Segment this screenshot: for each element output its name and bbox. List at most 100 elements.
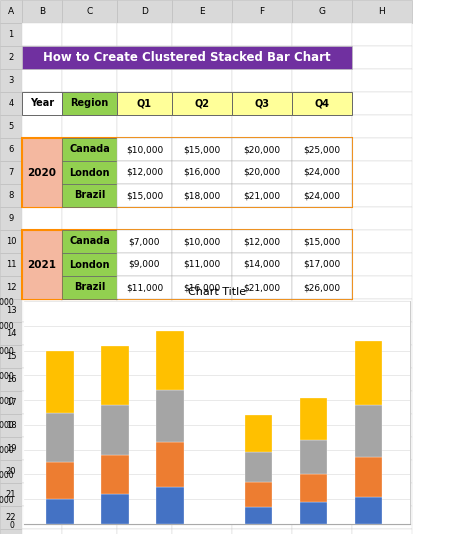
- Text: $25,000: $25,000: [303, 145, 340, 154]
- Bar: [62, 322, 117, 345]
- Text: 2021: 2021: [27, 260, 56, 270]
- Bar: [22, 253, 62, 276]
- Bar: [355, 341, 383, 405]
- Bar: [172, 184, 232, 207]
- Bar: [172, 138, 232, 161]
- Bar: [292, 69, 352, 92]
- Bar: [300, 474, 327, 502]
- Bar: [172, 69, 232, 92]
- Bar: [117, 253, 172, 276]
- Bar: [22, 460, 62, 483]
- Bar: [352, 230, 412, 253]
- Bar: [46, 462, 73, 499]
- Bar: [62, 345, 117, 368]
- Bar: [172, 23, 232, 46]
- Bar: [22, 437, 62, 460]
- Bar: [292, 161, 352, 184]
- Bar: [232, 391, 292, 414]
- Text: $16,000: $16,000: [183, 168, 220, 177]
- Bar: [0, 23, 22, 46]
- Text: $10,000: $10,000: [183, 237, 220, 246]
- Text: $20,000: $20,000: [244, 145, 281, 154]
- Bar: [292, 92, 352, 115]
- Text: 10: 10: [6, 237, 16, 246]
- Bar: [22, 230, 352, 299]
- Bar: [22, 46, 352, 69]
- Bar: [22, 92, 62, 115]
- Bar: [355, 497, 383, 524]
- Text: Region: Region: [70, 98, 109, 108]
- Bar: [62, 184, 117, 207]
- Bar: [0, 0, 22, 23]
- Text: 8: 8: [9, 191, 14, 200]
- Text: G: G: [319, 7, 326, 16]
- Text: $15,000: $15,000: [183, 145, 220, 154]
- Text: 4: 4: [9, 99, 14, 108]
- Bar: [232, 184, 292, 207]
- Text: 2020: 2020: [27, 168, 56, 177]
- Bar: [292, 483, 352, 506]
- Bar: [172, 161, 232, 184]
- Text: F: F: [259, 7, 264, 16]
- Text: 16: 16: [6, 375, 16, 384]
- Text: $7,000: $7,000: [129, 237, 160, 246]
- Bar: [245, 482, 272, 507]
- Bar: [156, 390, 184, 442]
- Text: $11,000: $11,000: [126, 283, 163, 292]
- Bar: [232, 437, 292, 460]
- Bar: [62, 299, 117, 322]
- Text: $16,000: $16,000: [183, 283, 220, 292]
- Bar: [0, 506, 22, 529]
- Bar: [156, 442, 184, 487]
- Bar: [292, 322, 352, 345]
- Bar: [352, 483, 412, 506]
- Text: London: London: [69, 260, 110, 270]
- Bar: [232, 161, 292, 184]
- Text: $17,000: $17,000: [303, 260, 341, 269]
- Bar: [62, 0, 117, 23]
- Bar: [117, 414, 172, 437]
- Bar: [101, 345, 129, 405]
- Bar: [22, 230, 62, 299]
- Bar: [117, 322, 172, 345]
- Bar: [0, 460, 22, 483]
- Bar: [232, 92, 292, 115]
- Bar: [245, 507, 272, 524]
- Bar: [117, 276, 172, 299]
- Bar: [22, 138, 352, 207]
- Bar: [172, 437, 232, 460]
- Bar: [172, 322, 232, 345]
- Bar: [355, 457, 383, 497]
- Text: Canada: Canada: [69, 145, 110, 154]
- Bar: [62, 276, 117, 299]
- Bar: [62, 276, 117, 299]
- Bar: [352, 92, 412, 115]
- Text: $14,000: $14,000: [244, 260, 281, 269]
- Text: 1: 1: [9, 30, 14, 39]
- Bar: [62, 230, 117, 253]
- Bar: [62, 506, 117, 529]
- Bar: [172, 414, 232, 437]
- Bar: [352, 161, 412, 184]
- Text: $12,000: $12,000: [244, 237, 281, 246]
- Text: Year: Year: [30, 98, 54, 108]
- Bar: [117, 506, 172, 529]
- Text: 5: 5: [9, 122, 14, 131]
- Bar: [292, 230, 352, 253]
- Text: 6: 6: [9, 145, 14, 154]
- Bar: [352, 460, 412, 483]
- Bar: [352, 184, 412, 207]
- Text: Brazil: Brazil: [74, 191, 105, 200]
- Text: Canada: Canada: [69, 237, 110, 247]
- Bar: [352, 322, 412, 345]
- Bar: [46, 499, 73, 524]
- Text: 3: 3: [9, 76, 14, 85]
- Bar: [22, 207, 62, 230]
- Bar: [46, 412, 73, 462]
- Bar: [172, 115, 232, 138]
- Bar: [117, 161, 172, 184]
- Bar: [22, 483, 62, 506]
- Bar: [22, 46, 62, 69]
- Bar: [117, 115, 172, 138]
- Bar: [62, 460, 117, 483]
